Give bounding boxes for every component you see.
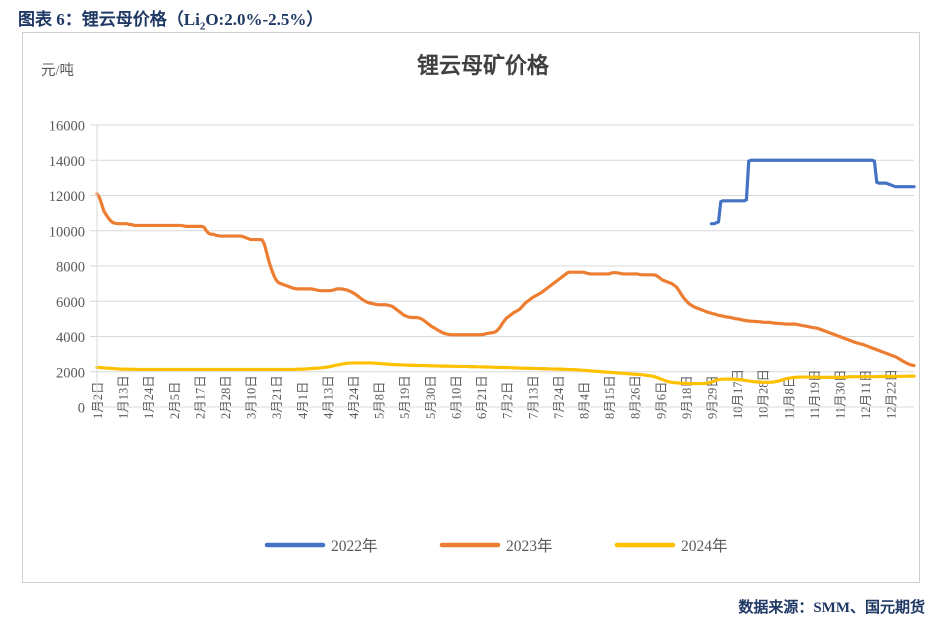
series-line-2022年 (709, 158, 916, 226)
x-axis-tick-label: 1月13日 (117, 375, 131, 419)
y-axis-tick-label: 4000 (56, 330, 85, 346)
legend-label-2023年[interactable]: 2023年 (506, 537, 553, 555)
y-axis-tick-label: 6000 (56, 295, 85, 311)
x-axis-ticks-group: 1月2日 1月13日 1月24日 2月5日 2月17日 2月28日 3月10日 3月21日 4月… (91, 369, 899, 419)
x-axis-tick-label: 9月6日 (654, 381, 668, 419)
figure-caption-tail: O:2.0%-2.5%） (205, 10, 324, 29)
figure-caption: 图表 6：锂云母价格（Li2O:2.0%-2.5%） (18, 5, 323, 32)
figure-caption-head: 图表 6：锂云母价格（Li (18, 10, 200, 29)
price-line-chart: 0 2000 4000 6000 8000 10000 12000 14000 16000 1月… (41, 53, 916, 555)
source-note: 数据来源：SMM、国元期货 (738, 600, 925, 616)
x-axis-tick-label: 3月10日 (245, 375, 259, 419)
y-axis-tick-label: 8000 (56, 260, 85, 276)
x-axis-tick-label: 1月2日 (91, 381, 105, 419)
y-axis-tick-label: 14000 (49, 154, 85, 170)
x-axis-tick-label: 6月21日 (475, 375, 489, 419)
x-axis-tick-label: 10月28日 (757, 369, 771, 419)
series-group (95, 158, 916, 386)
x-axis-tick-label: 4月24日 (347, 375, 361, 419)
series-line-2023年 (95, 192, 916, 368)
x-axis-tick-label: 6月10日 (449, 375, 463, 419)
x-axis-tick-label: 12月22日 (885, 369, 899, 419)
chart-card: 0 2000 4000 6000 8000 10000 12000 14000 16000 1月… (22, 32, 920, 583)
x-axis-tick-label: 1月24日 (142, 375, 156, 419)
legend-label-2022年[interactable]: 2022年 (331, 537, 378, 555)
figure-caption-subscript: 2 (199, 20, 206, 33)
legend-label-2024年[interactable]: 2024年 (681, 537, 728, 555)
x-axis-tick-label: 11月8日 (782, 376, 796, 419)
x-axis-tick-label: 5月8日 (373, 381, 387, 419)
x-axis-tick-label: 7月2日 (501, 381, 515, 419)
x-axis-tick-label: 10月17日 (731, 369, 745, 419)
gridlines-group (90, 124, 914, 408)
x-axis-tick-label: 2月17日 (193, 375, 207, 419)
x-axis-tick-label: 3月21日 (270, 375, 284, 419)
y-axis-tick-label: 10000 (49, 224, 85, 240)
y-axis-unit-label: 元/吨 (41, 62, 74, 79)
plot-frame-group (96, 125, 914, 408)
y-axis-tick-label: 2000 (56, 365, 85, 381)
x-axis-tick-label: 4月13日 (321, 375, 335, 419)
y-axis-tick-label: 0 (78, 401, 85, 417)
y-axis-tick-label: 16000 (49, 119, 85, 135)
legend-group: 2022年 2023年 2024年 (264, 537, 728, 555)
y-axis-ticks-group: 0 2000 4000 6000 8000 10000 12000 14000 16000 (49, 119, 85, 417)
chart-title: 锂云母矿价格 (417, 53, 550, 78)
x-axis-tick-label: 2月28日 (219, 375, 233, 419)
x-axis-tick-label: 7月13日 (526, 375, 540, 419)
x-axis-tick-label: 9月29日 (705, 375, 719, 419)
x-axis-tick-label: 7月24日 (552, 375, 566, 419)
x-axis-tick-label: 2月5日 (168, 381, 182, 419)
x-axis-tick-label: 4月1日 (296, 381, 310, 419)
x-axis-tick-label: 8月15日 (603, 375, 617, 419)
x-axis-tick-label: 8月4日 (577, 381, 591, 419)
y-axis-tick-label: 12000 (49, 189, 85, 205)
x-axis-tick-label: 5月30日 (424, 375, 438, 419)
x-axis-tick-label: 5月19日 (398, 375, 412, 419)
series-line-2024年 (95, 361, 916, 386)
x-axis-tick-label: 9月18日 (680, 375, 694, 419)
x-axis-tick-label: 8月26日 (629, 375, 643, 419)
